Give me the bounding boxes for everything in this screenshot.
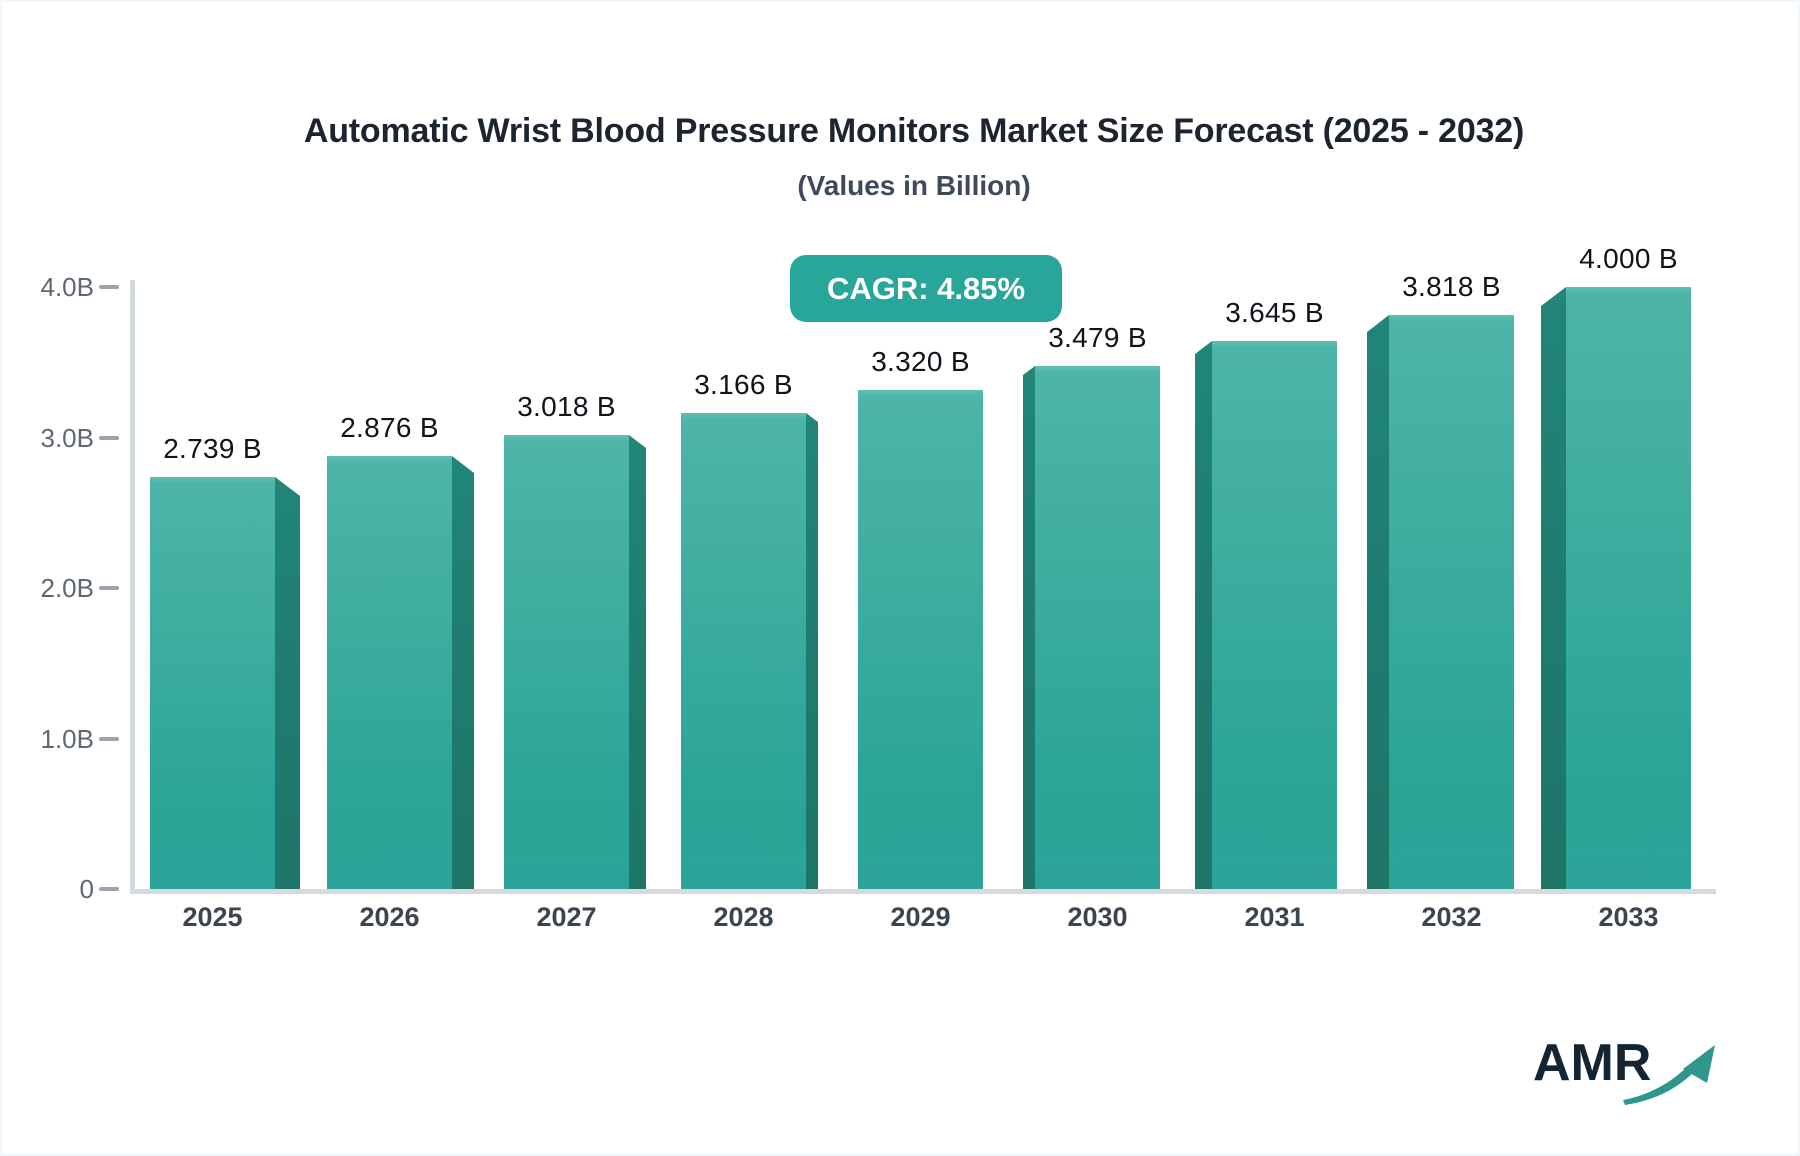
bar-side-face-2032 bbox=[1367, 315, 1389, 889]
y-axis-tick-label: 0 bbox=[79, 874, 94, 904]
bar-2030 bbox=[1035, 366, 1160, 889]
x-axis-label-2026: 2026 bbox=[359, 902, 420, 932]
y-axis-line bbox=[130, 280, 135, 889]
y-axis-tick-mark bbox=[99, 887, 119, 891]
amr-logo: AMR bbox=[1533, 1033, 1715, 1113]
bar-value-label-2030: 3.479 B bbox=[1048, 322, 1147, 353]
bar-value-label-2033: 4.000 B bbox=[1579, 243, 1678, 274]
chart-subtitle: (Values in Billion) bbox=[797, 170, 1031, 201]
bar-side-face-2031 bbox=[1195, 341, 1212, 889]
bar-2026 bbox=[327, 456, 452, 889]
bar-2031 bbox=[1212, 341, 1337, 889]
bar-value-label-2029: 3.320 B bbox=[871, 346, 970, 377]
bar-side-face-2033 bbox=[1541, 287, 1566, 889]
y-axis-tick-mark bbox=[99, 586, 119, 591]
y-axis-tick-label: 3.0B bbox=[40, 422, 95, 453]
bar-2029 bbox=[858, 390, 983, 889]
bar-2032 bbox=[1389, 315, 1514, 889]
bar-side-face-2026 bbox=[452, 456, 474, 889]
y-axis-tick-label: 1.0B bbox=[40, 723, 95, 754]
bar-side-face-2030 bbox=[1023, 366, 1035, 889]
bar-value-label-2028: 3.166 B bbox=[694, 369, 793, 400]
y-axis-tick-mark bbox=[99, 736, 119, 741]
amr-logo-arrow-icon bbox=[1623, 1045, 1715, 1105]
bar-2033 bbox=[1566, 287, 1691, 889]
bar-side-face-2028 bbox=[806, 413, 818, 889]
x-axis-label-2031: 2031 bbox=[1244, 902, 1305, 932]
bar-value-label-2027: 3.018 B bbox=[517, 391, 616, 422]
x-axis-label-2030: 2030 bbox=[1067, 902, 1128, 932]
bar-side-face-2025 bbox=[275, 477, 300, 889]
y-axis-tick-mark bbox=[99, 435, 119, 440]
bar-value-label-2026: 2.876 B bbox=[340, 412, 439, 443]
x-axis-label-2027: 2027 bbox=[536, 902, 597, 932]
x-axis-label-2032: 2032 bbox=[1421, 902, 1482, 932]
bar-value-label-2031: 3.645 B bbox=[1225, 297, 1324, 328]
amr-logo-text: AMR bbox=[1533, 1034, 1652, 1092]
cagr-badge: CAGR: 4.85% bbox=[790, 255, 1062, 322]
x-axis-label-2025: 2025 bbox=[182, 902, 243, 932]
x-axis-label-2029: 2029 bbox=[890, 902, 951, 932]
bar-side-face-2027 bbox=[629, 435, 646, 889]
x-axis-label-2028: 2028 bbox=[713, 902, 774, 932]
bar-2025 bbox=[150, 477, 275, 889]
bar-2028 bbox=[681, 413, 806, 889]
x-axis-baseline bbox=[130, 889, 1716, 894]
y-axis-tick-mark bbox=[99, 285, 119, 290]
y-axis-tick-label: 2.0B bbox=[40, 573, 95, 604]
chart-title: Automatic Wrist Blood Pressure Monitors … bbox=[303, 112, 1525, 150]
y-axis-tick-label: 4.0B bbox=[40, 272, 95, 303]
bar-2027 bbox=[504, 435, 629, 889]
x-axis-label-2033: 2033 bbox=[1598, 902, 1659, 932]
bar-value-label-2032: 3.818 B bbox=[1402, 271, 1501, 302]
bar-value-label-2025: 2.739 B bbox=[163, 433, 262, 464]
